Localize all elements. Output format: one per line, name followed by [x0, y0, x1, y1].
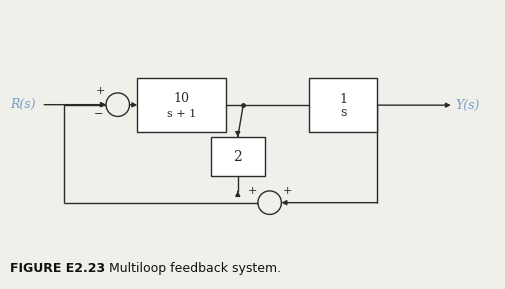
Text: 2: 2 — [233, 150, 242, 164]
Text: +: + — [247, 186, 257, 196]
Text: +: + — [283, 186, 292, 196]
Bar — [137, 78, 226, 132]
Text: Y(s): Y(s) — [456, 99, 480, 112]
Text: −: − — [93, 110, 103, 119]
Text: 10: 10 — [173, 92, 189, 105]
Bar — [309, 78, 377, 132]
Text: s + 1: s + 1 — [167, 109, 196, 119]
Text: FIGURE E2.23: FIGURE E2.23 — [10, 262, 105, 275]
Bar — [211, 137, 265, 176]
Text: Multiloop feedback system.: Multiloop feedback system. — [93, 262, 282, 275]
Text: 1: 1 — [339, 93, 347, 106]
Text: +: + — [95, 86, 105, 96]
Text: R(s): R(s) — [10, 98, 35, 111]
Text: s: s — [340, 107, 346, 119]
